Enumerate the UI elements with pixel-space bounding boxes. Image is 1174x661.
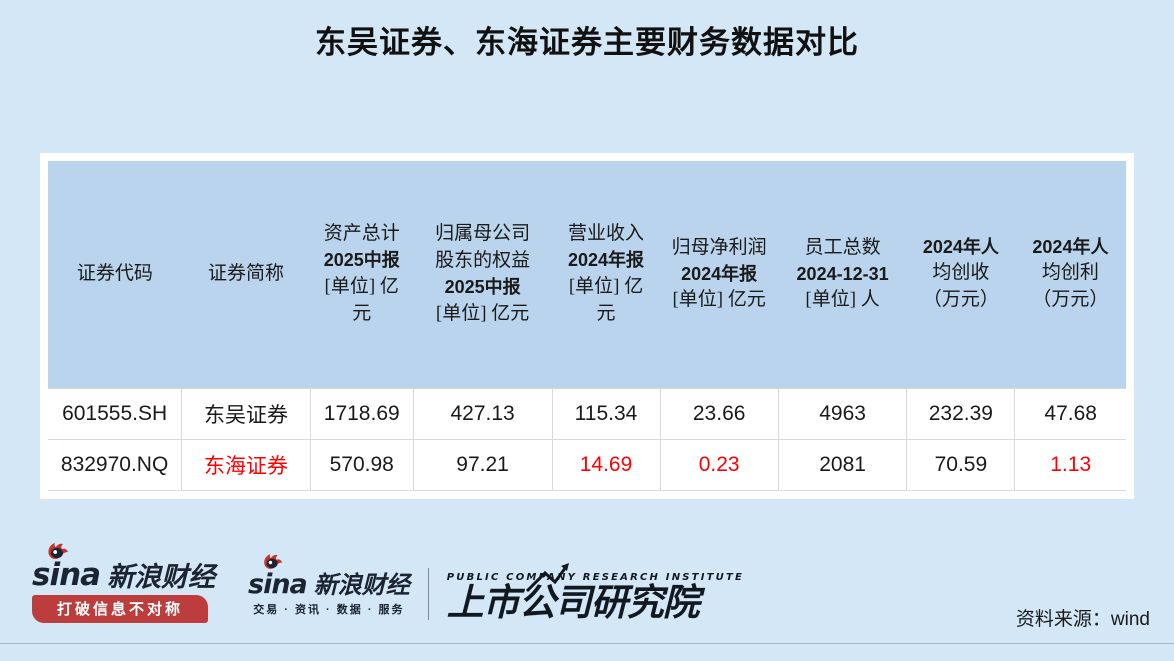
header-line: 元 [596, 302, 616, 324]
growth-arrow-icon [525, 562, 571, 593]
column-header-net-profit: 归母净利润 2024年报 [单位] 亿元 [660, 161, 779, 389]
header-line: 2024-12-31 [796, 263, 889, 284]
header-line: 均创收 [932, 262, 990, 284]
table-cell: 427.13 [412, 388, 553, 440]
table-cell: 23.66 [659, 388, 779, 440]
header-line: [单位] 亿元 [435, 302, 530, 324]
table-cell: 601555.SH [48, 388, 183, 440]
sina-logo-left: sina 新浪财经 打破信息不对称 [32, 543, 227, 623]
table-cell: 1718.69 [309, 388, 414, 440]
table-cell: 1.13 [1014, 439, 1126, 491]
table-cell: 70.59 [906, 439, 1016, 491]
table-cell: 14.69 [551, 439, 661, 491]
table-cell: 232.39 [906, 388, 1016, 440]
sina-wordmark-center: sina [248, 568, 308, 600]
table-header-row: 证券代码 证券简称 资产总计 2025中报 [单位] 亿元 归属母公司 股东的权益 20… [48, 161, 1126, 389]
header-line: （万元） [922, 289, 999, 311]
header-line: 证券代码 [76, 263, 153, 285]
table-cell: 832970.NQ [48, 439, 183, 491]
header-line: [单位] 亿元 [672, 289, 766, 311]
column-header-parent-equity: 归属母公司股东的权益 2025中报 [单位] 亿元 [413, 161, 553, 389]
sina-services-subtitle: 交易 · 资讯 · 数据 · 服务 [253, 603, 405, 616]
header-line: 归属母公司 [435, 223, 531, 245]
footer-divider [0, 643, 1174, 644]
column-header-revenue-per-capita: 2024年人 均创收 （万元） [906, 161, 1015, 389]
page-title: 东吴证券、东海证券主要财务数据对比 [315, 25, 859, 60]
table-row: 601555.SH 东吴证券 1718.69 427.13 115.34 23.66 496… [48, 388, 1126, 440]
table-cell: 4963 [777, 388, 908, 440]
column-header-total-assets: 资产总计 2025中报 [单位] 亿元 [310, 161, 414, 389]
table-cell: 0.23 [659, 439, 779, 491]
sina-eye-icon [46, 543, 70, 561]
header-line: 营业收入 [568, 223, 645, 245]
column-header-security-name: 证券简称 [181, 161, 311, 389]
table-cell: 115.34 [551, 388, 661, 440]
financial-comparison-table: 证券代码 证券简称 资产总计 2025中报 [单位] 亿元 归属母公司 股东的权益 20… [48, 161, 1126, 491]
header-line: 2025中报 [444, 277, 521, 298]
header-line: 归母净利润 [671, 236, 767, 258]
column-header-security-code: 证券代码 [48, 161, 182, 389]
header-line: 2024年人 [922, 236, 999, 257]
header-line: 2024年人 [1032, 236, 1109, 257]
header-line: [单位] 亿 [568, 275, 644, 297]
source-note: 资料来源：wind [1015, 609, 1150, 630]
column-header-revenue: 营业收入 2024年报 [单位] 亿元 [552, 161, 661, 389]
table-body: 601555.SH 东吴证券 1718.69 427.13 115.34 23.66 496… [48, 388, 1126, 491]
sina-slogan-banner: 打破信息不对称 [32, 595, 208, 623]
header-line: 证券简称 [208, 263, 285, 285]
sina-logo-center: sina 新浪财经 交易 · 资讯 · 数据 · 服务 [248, 553, 410, 617]
header-line: 股东的权益 [435, 250, 531, 272]
header-line: [单位] 人 [805, 289, 880, 311]
header-line: 资产总计 [323, 223, 400, 245]
header-line: （万元） [1032, 289, 1109, 311]
table-row: 832970.NQ 东海证券 570.98 97.21 14.69 0.23 2081 70.… [48, 439, 1126, 491]
research-institute-logo: PUBLIC COMPANY RESEARCH INSTITUTE 上市公司研究… [446, 563, 745, 623]
sina-brand-cn: 新浪财经 [107, 562, 216, 592]
footer: sina 新浪财经 打破信息不对称 sina 新浪财经 交易 · 资讯 · 数据… [0, 543, 1174, 661]
header-line: 2025中报 [323, 250, 400, 271]
table-header: 证券代码 证券简称 资产总计 2025中报 [单位] 亿元 归属母公司 股东的权益 20… [48, 161, 1126, 389]
header-line: 2024年报 [567, 250, 645, 271]
column-header-profit-per-capita: 2024年人 均创利 （万元） [1014, 161, 1126, 389]
header-line: [单位] 亿 [324, 275, 399, 297]
header-line: 均创利 [1041, 262, 1099, 284]
table-cell: 东海证券 [181, 439, 311, 491]
research-institute-en: PUBLIC COMPANY RESEARCH INSTITUTE [446, 572, 745, 583]
logo-divider [427, 567, 429, 620]
header-line: 元 [352, 302, 372, 324]
sina-research-logo: sina 新浪财经 交易 · 资讯 · 数据 · 服务 PUBLIC COMPA… [248, 553, 745, 623]
sina-wordmark: sina [32, 557, 101, 593]
table-cell: 2081 [777, 439, 908, 491]
header-line: 员工总数 [804, 236, 881, 258]
table-cell: 47.68 [1014, 388, 1126, 440]
table-card: 证券代码 证券简称 资产总计 2025中报 [单位] 亿元 归属母公司 股东的权益 20… [40, 153, 1134, 499]
table-cell: 东吴证券 [181, 388, 311, 440]
research-institute-cn: 上市公司研究院 [446, 582, 700, 623]
column-header-employees: 员工总数 2024-12-31 [单位] 人 [778, 161, 907, 389]
header-line: 2024年报 [681, 263, 758, 284]
table-cell: 97.21 [412, 439, 553, 491]
sina-eye-icon-center [262, 553, 286, 572]
sina-brand-cn-center: 新浪财经 [313, 571, 410, 599]
table-cell: 570.98 [309, 439, 414, 491]
